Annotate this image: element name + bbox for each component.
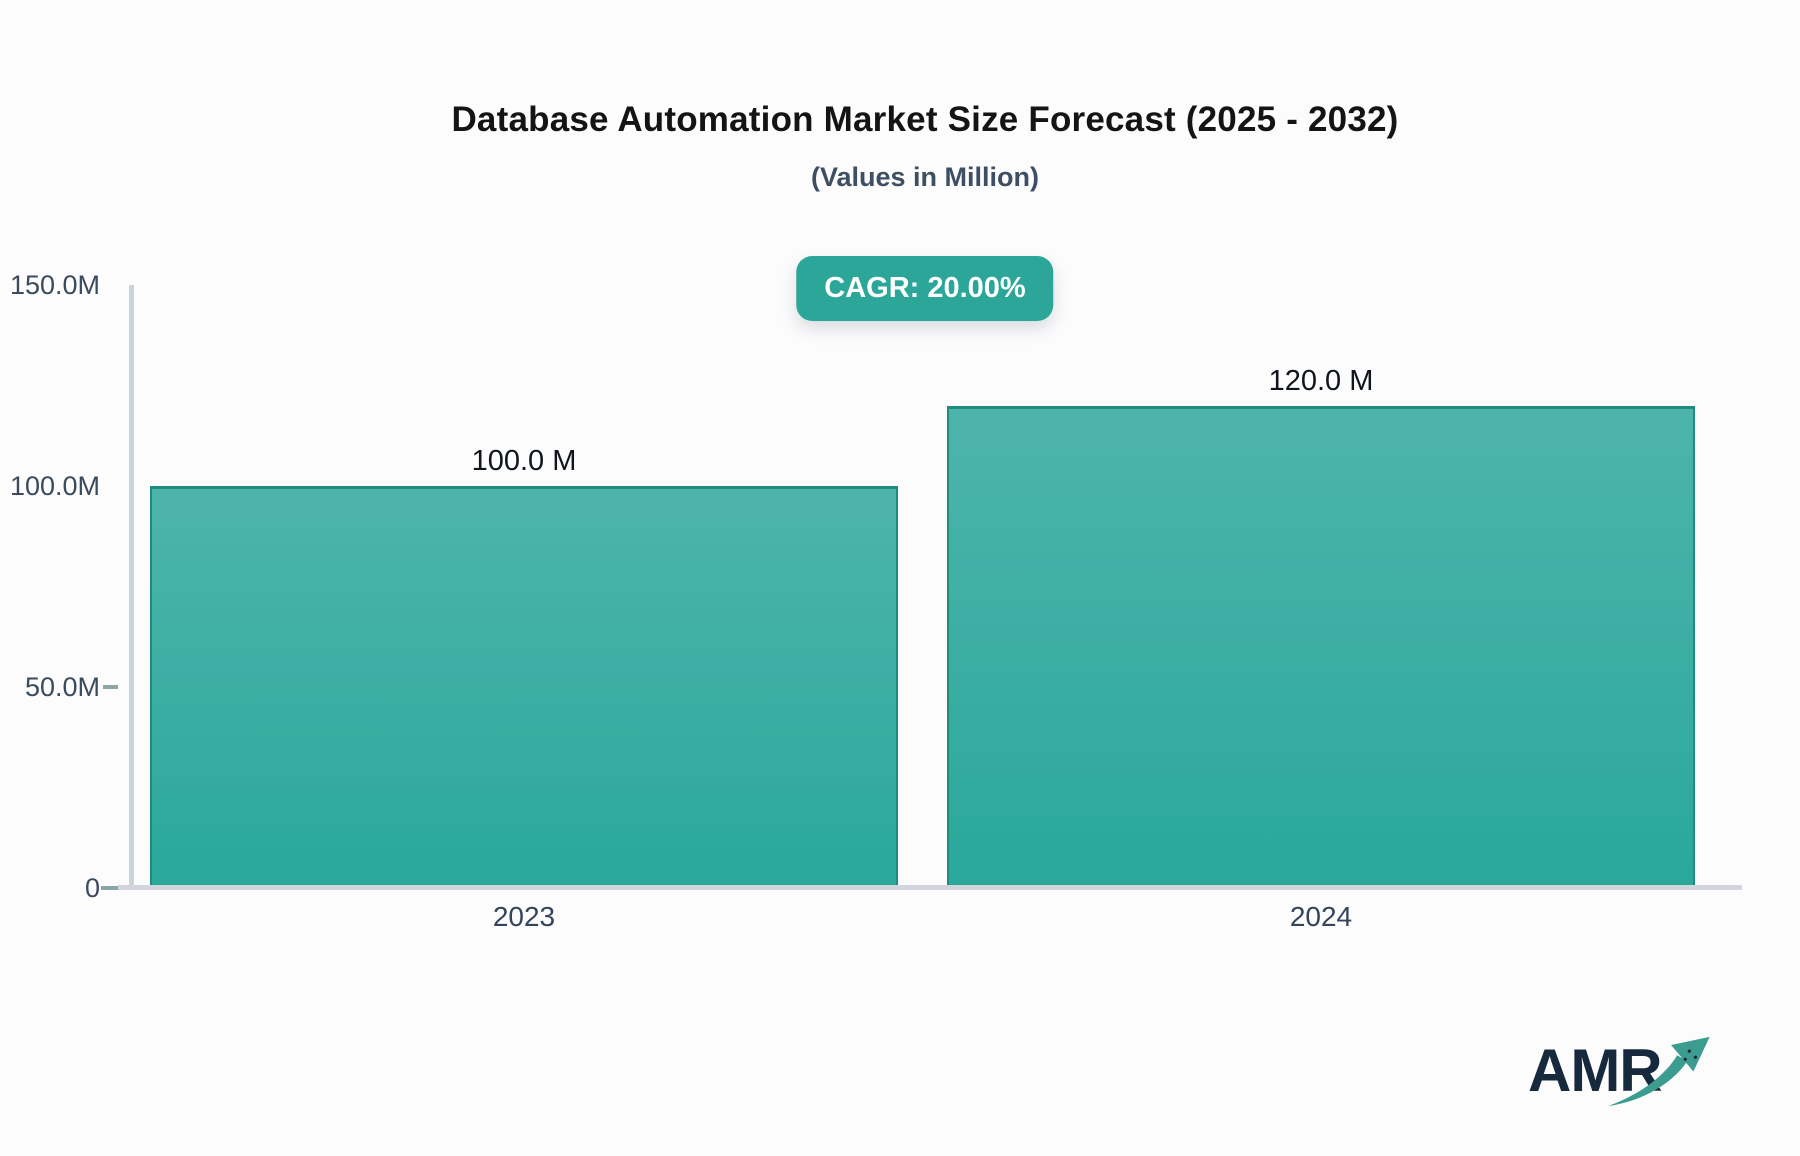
x-axis-line: [118, 885, 1742, 890]
amr-logo: AMR: [1528, 1036, 1748, 1126]
bar-value-label-2024: 120.0 M: [1268, 365, 1374, 397]
y-tick-label-50m: 50.0M: [24, 672, 100, 702]
y-tick-label-0: 0: [84, 873, 100, 903]
y-axis-line: [129, 285, 134, 887]
y-tick-label-100m: 100.0M: [9, 471, 100, 501]
chart-subtitle: (Values in Million): [810, 162, 1040, 192]
y-tick-label-150m: 150.0M: [9, 270, 100, 300]
x-tick-label-2024: 2024: [1289, 901, 1353, 932]
bar-2023: [150, 486, 898, 888]
y-tick-mark-0: [101, 886, 118, 890]
chart-title: Database Automation Market Size Forecast…: [451, 100, 1399, 139]
cagr-badge: CAGR: 20.00%: [796, 256, 1054, 321]
y-tick-mark-50m: [103, 685, 118, 689]
bar-2024: [947, 406, 1695, 888]
growth-arrow-icon: [1608, 1036, 1710, 1107]
x-tick-label-2023: 2023: [492, 901, 556, 932]
bar-value-label-2023: 100.0 M: [471, 445, 577, 477]
